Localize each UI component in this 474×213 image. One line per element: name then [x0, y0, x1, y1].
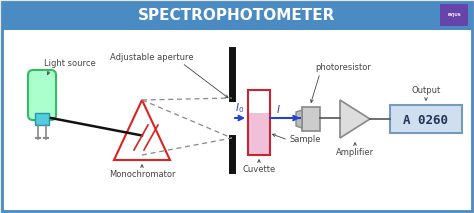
- Text: Output: Output: [411, 86, 441, 95]
- Text: Sample: Sample: [290, 135, 321, 144]
- Bar: [248, 90, 270, 118]
- Text: BYJUS: BYJUS: [447, 13, 461, 17]
- Text: photoresistor: photoresistor: [315, 63, 371, 72]
- Text: $I_0$: $I_0$: [235, 101, 244, 115]
- Polygon shape: [114, 100, 170, 160]
- Text: Monochromator: Monochromator: [109, 170, 175, 179]
- FancyBboxPatch shape: [28, 70, 56, 120]
- Bar: [302, 107, 320, 131]
- Bar: [35, 113, 49, 125]
- Bar: [390, 105, 462, 133]
- Text: Amplifier: Amplifier: [336, 148, 374, 157]
- Text: Adjustable aperture: Adjustable aperture: [110, 53, 194, 62]
- Text: Cuvette: Cuvette: [242, 165, 275, 174]
- Bar: [440, 4, 468, 26]
- Text: Light source: Light source: [44, 59, 96, 68]
- Bar: [2, 2, 472, 30]
- Text: SPECTROPHOTOMETER: SPECTROPHOTOMETER: [138, 9, 336, 23]
- Polygon shape: [296, 110, 302, 128]
- Text: A 0260: A 0260: [403, 114, 448, 127]
- Bar: [248, 90, 270, 155]
- Bar: [248, 113, 270, 155]
- Polygon shape: [340, 100, 370, 138]
- Text: $I$: $I$: [275, 103, 281, 115]
